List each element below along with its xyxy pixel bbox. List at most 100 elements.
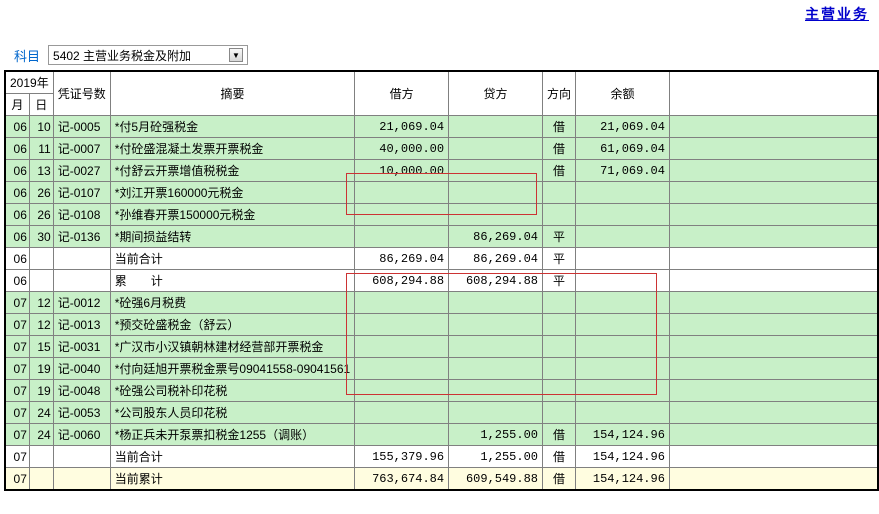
- cell-summary: 当前合计: [110, 248, 354, 270]
- cell-debit: 155,379.96: [355, 446, 449, 468]
- cell-debit: 10,000.00: [355, 160, 449, 182]
- cell-debit: [355, 402, 449, 424]
- cell-balance: [576, 292, 670, 314]
- col-pad: [669, 71, 878, 116]
- table-row[interactable]: 0610记-0005*付5月砼强税金21,069.04借21,069.04: [5, 116, 878, 138]
- cell-voucher: 记-0040: [53, 358, 110, 380]
- cell-day: 13: [29, 160, 53, 182]
- cell-voucher: 记-0108: [53, 204, 110, 226]
- cell-day: 26: [29, 204, 53, 226]
- col-summary: 摘要: [110, 71, 354, 116]
- cell-month: 07: [5, 336, 29, 358]
- table-row[interactable]: 0724记-0053*公司股东人员印花税: [5, 402, 878, 424]
- cell-pad: [669, 336, 878, 358]
- cell-balance: 154,124.96: [576, 468, 670, 491]
- table-row[interactable]: 0626记-0107*刘江开票160000元税金: [5, 182, 878, 204]
- cell-day: 30: [29, 226, 53, 248]
- cell-month: 07: [5, 424, 29, 446]
- cell-month: 07: [5, 314, 29, 336]
- cell-debit: 21,069.04: [355, 116, 449, 138]
- cell-voucher: 记-0005: [53, 116, 110, 138]
- cell-dir: 平: [542, 248, 575, 270]
- cell-dir: 借: [542, 160, 575, 182]
- cell-month: 06: [5, 160, 29, 182]
- cell-dir: 借: [542, 138, 575, 160]
- cell-dir: 借: [542, 424, 575, 446]
- cell-day: 19: [29, 380, 53, 402]
- cell-credit: [449, 116, 543, 138]
- table-row[interactable]: 06累 计608,294.88608,294.88平: [5, 270, 878, 292]
- col-day: 日: [29, 94, 53, 116]
- cell-day: 11: [29, 138, 53, 160]
- cell-balance: [576, 336, 670, 358]
- cell-dir: [542, 182, 575, 204]
- cell-pad: [669, 358, 878, 380]
- cell-month: 07: [5, 380, 29, 402]
- cell-summary: *刘江开票160000元税金: [110, 182, 354, 204]
- cell-voucher: 记-0027: [53, 160, 110, 182]
- cell-voucher: 记-0136: [53, 226, 110, 248]
- cell-pad: [669, 446, 878, 468]
- cell-balance: 21,069.04: [576, 116, 670, 138]
- table-row[interactable]: 06当前合计86,269.0486,269.04平: [5, 248, 878, 270]
- table-row[interactable]: 0626记-0108*孙维春开票150000元税金: [5, 204, 878, 226]
- cell-day: 24: [29, 424, 53, 446]
- cell-debit: [355, 226, 449, 248]
- cell-pad: [669, 248, 878, 270]
- cell-summary: *付砼盛混凝土发票开票税金: [110, 138, 354, 160]
- cell-day: 15: [29, 336, 53, 358]
- cell-summary: 累 计: [110, 270, 354, 292]
- cell-day: 10: [29, 116, 53, 138]
- cell-credit: [449, 314, 543, 336]
- cell-pad: [669, 116, 878, 138]
- cell-voucher: 记-0053: [53, 402, 110, 424]
- col-month: 月: [5, 94, 29, 116]
- cell-pad: [669, 182, 878, 204]
- cell-credit: [449, 138, 543, 160]
- cell-balance: [576, 380, 670, 402]
- subject-select[interactable]: 5402 主营业务税金及附加 ▼: [48, 45, 248, 65]
- cell-month: 07: [5, 402, 29, 424]
- table-row[interactable]: 07当前合计155,379.961,255.00借154,124.96: [5, 446, 878, 468]
- table-row[interactable]: 0630记-0136*期间损益结转86,269.04平: [5, 226, 878, 248]
- cell-voucher: 记-0031: [53, 336, 110, 358]
- cell-credit: 608,294.88: [449, 270, 543, 292]
- table-row[interactable]: 0613记-0027*付舒云开票增值税税金10,000.00借71,069.04: [5, 160, 878, 182]
- cell-voucher: 记-0048: [53, 380, 110, 402]
- col-balance: 余额: [576, 71, 670, 116]
- cell-balance: [576, 204, 670, 226]
- table-row[interactable]: 0724记-0060*杨正兵未开泵票扣税金1255（调账）1,255.00借15…: [5, 424, 878, 446]
- cell-credit: [449, 402, 543, 424]
- table-row[interactable]: 0611记-0007*付砼盛混凝土发票开票税金40,000.00借61,069.…: [5, 138, 878, 160]
- cell-month: 06: [5, 248, 29, 270]
- cell-balance: [576, 248, 670, 270]
- cell-day: [29, 270, 53, 292]
- cell-day: [29, 446, 53, 468]
- cell-balance: 154,124.96: [576, 446, 670, 468]
- cell-voucher: [53, 446, 110, 468]
- table-row[interactable]: 07当前累计763,674.84609,549.88借154,124.96: [5, 468, 878, 491]
- cell-dir: [542, 380, 575, 402]
- cell-pad: [669, 424, 878, 446]
- cell-credit: [449, 204, 543, 226]
- cell-credit: [449, 182, 543, 204]
- table-row[interactable]: 0712记-0012*砼强6月税费: [5, 292, 878, 314]
- cell-balance: 71,069.04: [576, 160, 670, 182]
- cell-credit: [449, 160, 543, 182]
- cell-debit: 86,269.04: [355, 248, 449, 270]
- main-business-link[interactable]: 主营业务: [805, 4, 869, 24]
- table-row[interactable]: 0719记-0048*砼强公司税补印花税: [5, 380, 878, 402]
- table-row[interactable]: 0712记-0013*预交砼盛税金（舒云）: [5, 314, 878, 336]
- cell-credit: [449, 336, 543, 358]
- table-row[interactable]: 0715记-0031*广汉市小汉镇朝林建材经营部开票税金: [5, 336, 878, 358]
- cell-pad: [669, 160, 878, 182]
- dropdown-arrow-icon: ▼: [229, 48, 243, 62]
- cell-day: [29, 468, 53, 491]
- cell-credit: 609,549.88: [449, 468, 543, 491]
- cell-month: 06: [5, 204, 29, 226]
- table-row[interactable]: 0719记-0040*付向廷旭开票税金票号09041558-09041561: [5, 358, 878, 380]
- cell-credit: 86,269.04: [449, 248, 543, 270]
- cell-voucher: [53, 248, 110, 270]
- cell-month: 07: [5, 468, 29, 491]
- cell-debit: [355, 314, 449, 336]
